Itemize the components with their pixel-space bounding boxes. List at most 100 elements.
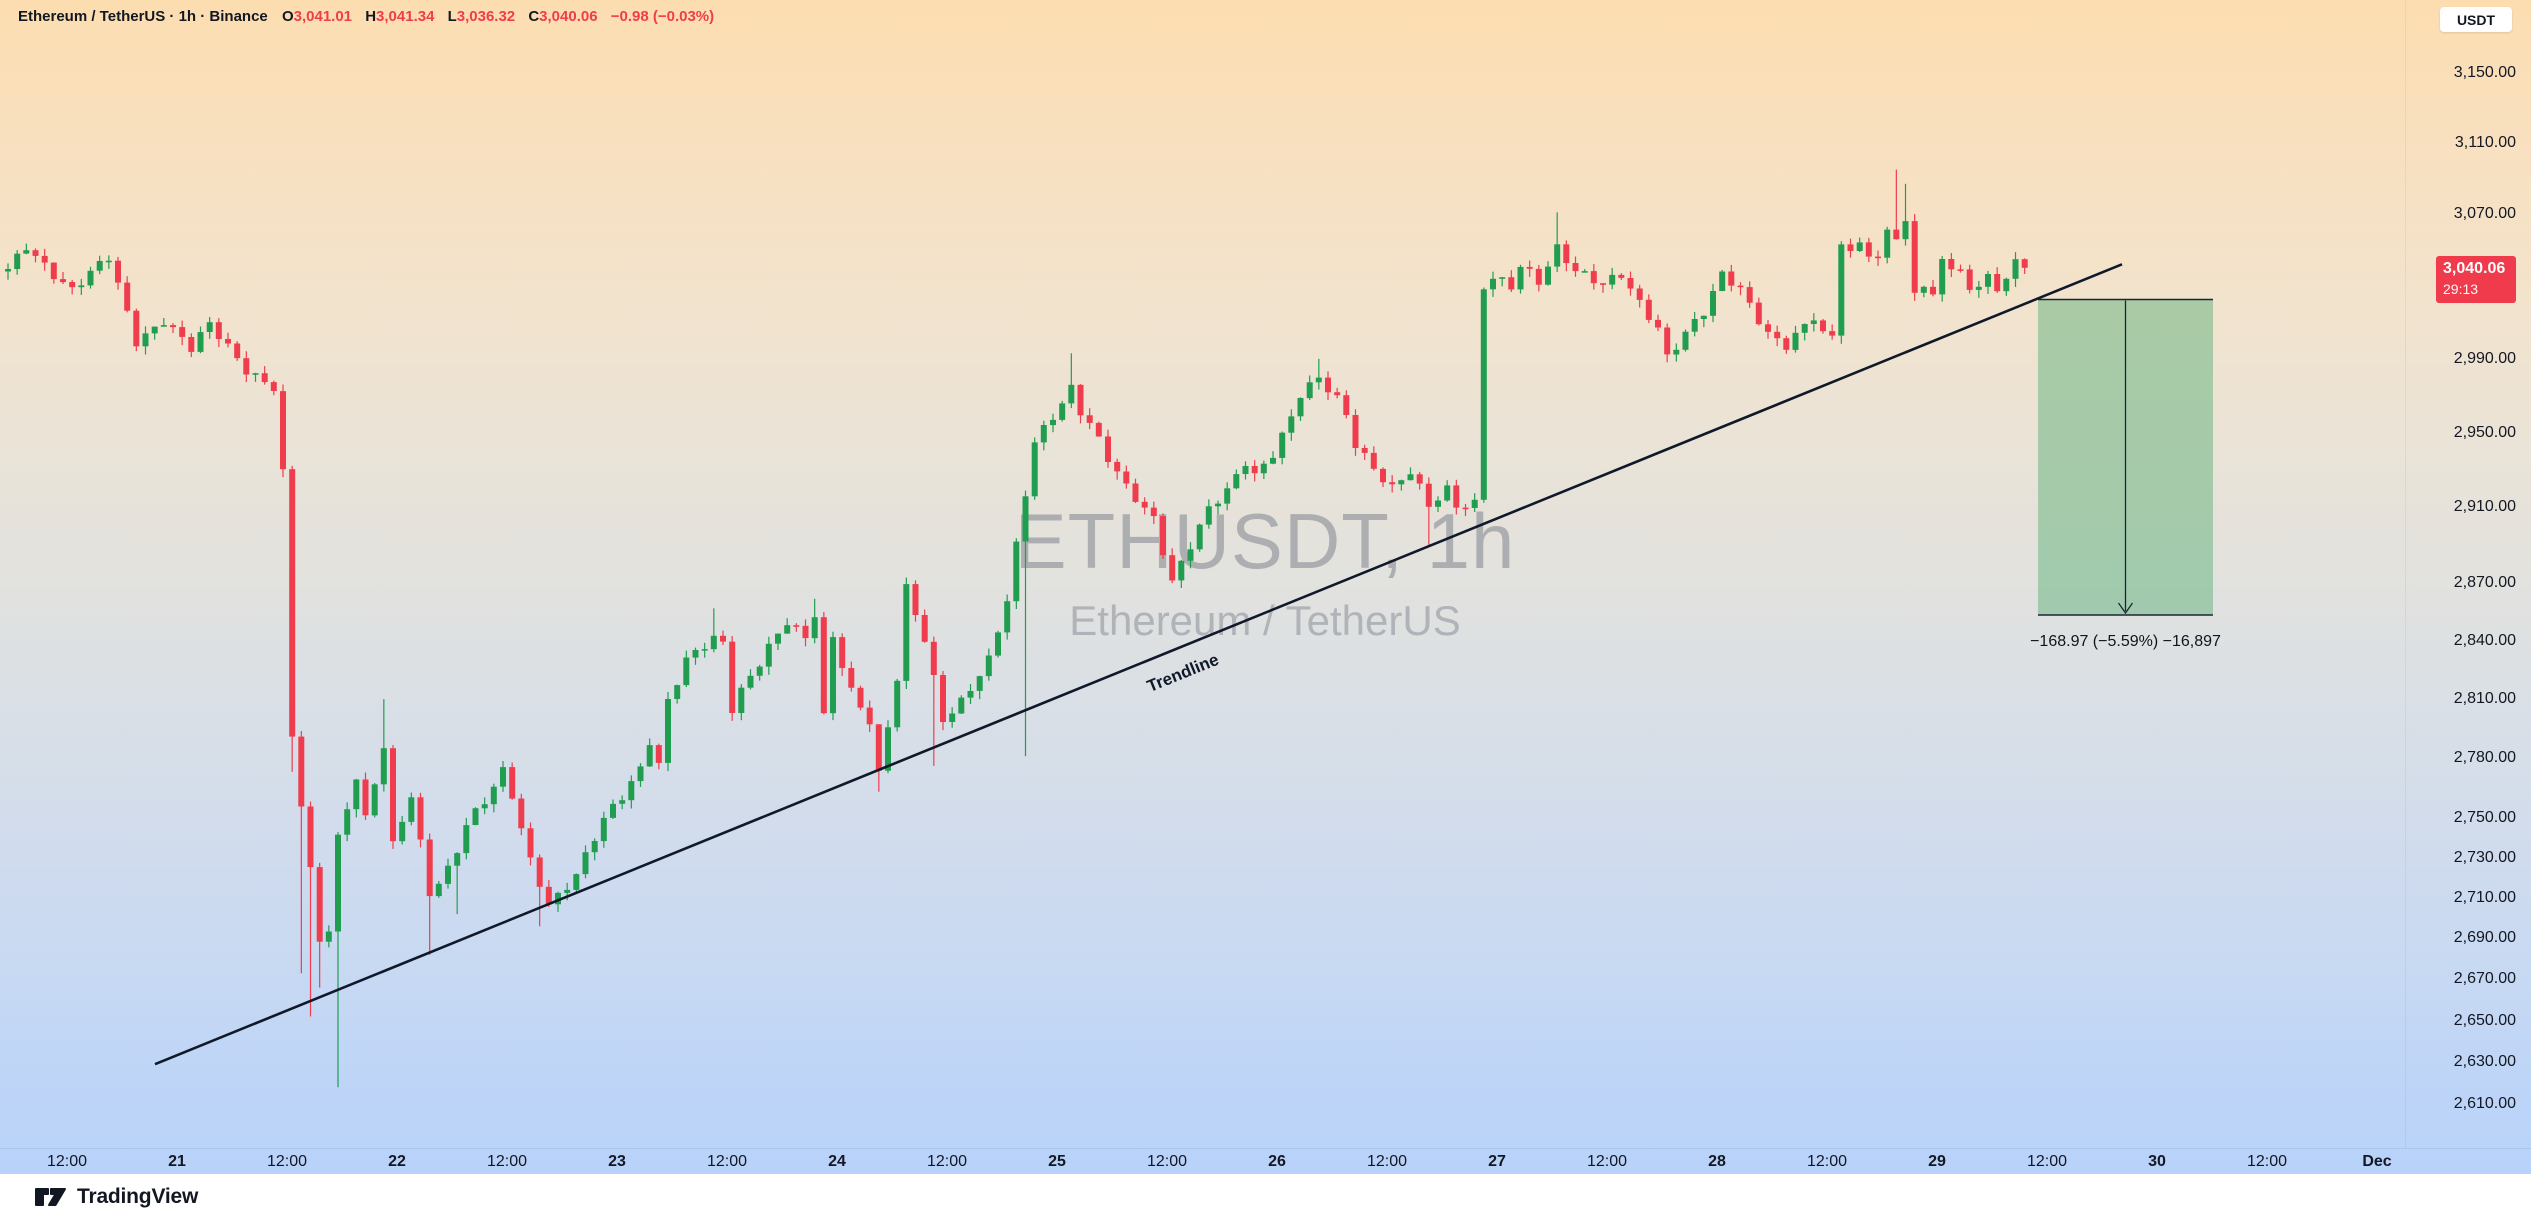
- candle: [738, 684, 745, 721]
- last-price-label: 3,040.06 29:13: [2436, 256, 2516, 303]
- candle: [1966, 264, 1973, 294]
- candle: [637, 763, 644, 787]
- candle: [610, 799, 616, 819]
- candle: [2003, 277, 2010, 296]
- time-axis-label: 28: [1708, 1153, 1726, 1170]
- candle: [1600, 283, 1606, 293]
- candle: [1435, 496, 1441, 512]
- candle: [380, 699, 387, 792]
- price-axis-label: 2,610.00: [2453, 1095, 2516, 1112]
- candle: [206, 317, 213, 339]
- candle: [793, 623, 800, 632]
- candle: [1765, 320, 1771, 339]
- candle: [619, 795, 626, 810]
- candle: [490, 783, 497, 813]
- trendline[interactable]: [154, 263, 2123, 1066]
- bottom-attribution-bar: TradingView: [0, 1174, 2531, 1220]
- candle: [573, 873, 580, 893]
- candle: [1673, 343, 1680, 362]
- ohlc-open: O3,041.01: [281, 8, 353, 25]
- candle: [1691, 312, 1698, 337]
- bar-countdown: 29:13: [2443, 281, 2479, 297]
- candle: [683, 650, 690, 688]
- price-axis-label: 2,910.00: [2453, 498, 2516, 515]
- candle: [1343, 390, 1350, 419]
- candle: [1728, 264, 1735, 292]
- candle: [1810, 313, 1817, 332]
- candle: [1875, 250, 1881, 266]
- candle: [1325, 371, 1331, 400]
- candle: [1196, 523, 1203, 552]
- candle: [747, 669, 754, 690]
- price-axis-label: 2,730.00: [2453, 849, 2516, 866]
- price-axis-label: 2,690.00: [2453, 929, 2516, 946]
- candle: [509, 762, 516, 800]
- candle: [985, 648, 992, 681]
- currency-toggle-button[interactable]: USDT: [2440, 7, 2512, 32]
- candle: [1499, 277, 1506, 287]
- candle: [1746, 281, 1753, 308]
- candle: [96, 255, 103, 275]
- candle: [115, 256, 121, 290]
- candle: [995, 630, 1001, 658]
- candle: [500, 761, 506, 792]
- candle: [1636, 284, 1643, 308]
- candle: [830, 631, 836, 721]
- candle: [692, 647, 699, 665]
- candle: [344, 802, 351, 842]
- price-axis[interactable]: 3,150.00 3,110.00 3,070.00 2,990.00 2,950.00…: [2405, 0, 2531, 1148]
- candle: [1169, 548, 1176, 584]
- candle: [234, 341, 241, 361]
- candle: [1141, 497, 1148, 515]
- candle: [518, 793, 525, 836]
- time-axis[interactable]: 12:00 21 12:00 22 12:00 23 12:00 24 12:00 25 12:00…: [0, 1148, 2531, 1175]
- candle: [87, 266, 94, 289]
- candle: [1572, 256, 1579, 277]
- candle: [1095, 421, 1102, 437]
- time-axis-label: 27: [1488, 1153, 1506, 1170]
- candle: [435, 881, 442, 898]
- price-axis-label: 3,110.00: [2454, 134, 2516, 151]
- candle: [1224, 482, 1231, 511]
- candle: [848, 661, 855, 692]
- candle: [1847, 238, 1854, 258]
- candle: [903, 577, 910, 689]
- candle: [1086, 408, 1093, 430]
- candle: [555, 891, 561, 912]
- candle: [1535, 264, 1542, 292]
- time-axis-label: 26: [1268, 1153, 1286, 1170]
- candle: [1792, 325, 1799, 353]
- candle: [69, 279, 76, 295]
- time-axis-label: 23: [608, 1153, 626, 1170]
- candle: [78, 278, 85, 295]
- price-axis-label: 2,650.00: [2453, 1012, 2516, 1029]
- candle: [1645, 294, 1652, 324]
- candle: [1985, 270, 1991, 294]
- candle: [600, 811, 607, 848]
- symbol-title[interactable]: Ethereum / TetherUS · 1h · Binance: [18, 8, 268, 25]
- candle: [1059, 400, 1066, 422]
- time-axis-label: 12:00: [706, 1153, 748, 1170]
- measure-box[interactable]: −168.97 (−5.59%) −16,897: [2030, 298, 2221, 651]
- candle: [1655, 314, 1661, 331]
- tradingview-logo[interactable]: TradingView: [34, 1185, 198, 1209]
- candle: [1031, 437, 1038, 500]
- candle: [1554, 212, 1561, 272]
- candle: [958, 695, 965, 714]
- candle: [1178, 559, 1185, 588]
- candle: [41, 248, 48, 271]
- candle: [1975, 280, 1982, 298]
- candle: [124, 276, 131, 313]
- candle: [1334, 387, 1341, 399]
- chart-pane[interactable]: Trendline−168.97 (−5.59%) −16,897: [0, 0, 2531, 1148]
- ohlc-low: L3,036.32: [447, 8, 516, 25]
- candle: [1462, 504, 1469, 517]
- candle: [1893, 169, 1900, 240]
- candle: [976, 675, 983, 700]
- candle: [582, 845, 589, 879]
- price-axis-label: 2,710.00: [2453, 889, 2516, 906]
- last-price-value: 3,040.06: [2443, 260, 2506, 277]
- price-change: −0.98 (−0.03%): [610, 8, 715, 25]
- measure-box-label: −168.97 (−5.59%) −16,897: [2030, 633, 2221, 650]
- candle: [142, 326, 149, 355]
